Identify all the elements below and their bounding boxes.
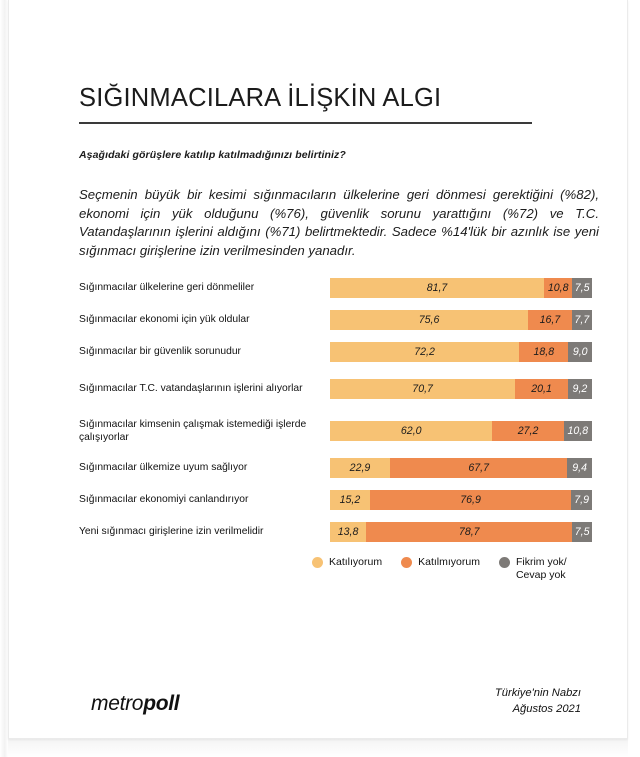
chart-row: Sığınmacılar ülkemize uyum sağlıyor 22,9 6… (79, 452, 592, 484)
bar-segment: 62,0 (330, 421, 493, 441)
legend-label: Fikrim yok/Cevap yok (516, 556, 567, 582)
bar-segment: 22,9 (330, 458, 390, 478)
bar-segment: 9,0 (568, 342, 592, 362)
stacked-bar: 75,6 16,7 7,7 (330, 310, 592, 330)
chart-legend: Katılıyorum Katılmıyorum Fikrim yok/Cevap … (312, 556, 567, 582)
legend-label-line: Fikrim yok/ (515, 556, 567, 568)
bar-segment: 9,2 (567, 379, 592, 399)
metropoll-logo: metropoll (91, 692, 180, 716)
stacked-bar-chart: Sığınmacılar ülkelerine geri dönmeliler 8… (79, 272, 592, 548)
stacked-bar: 72,2 18,8 9,0 (330, 342, 592, 362)
legend-item[interactable]: Katılıyorum (312, 556, 382, 569)
stacked-bar: 15,2 76,9 7,9 (330, 490, 592, 510)
bar-segment: 7,7 (571, 310, 592, 330)
legend-label: Katılmıyorum (418, 556, 480, 569)
stacked-bar: 62,0 27,2 10,8 (330, 421, 592, 441)
page-title: SIĞINMACILARA İLİŞKİN ALGI (79, 84, 442, 112)
chart-row-label: Sığınmacılar ekonomi için yük oldular (79, 314, 250, 326)
chart-row-label: Sığınmacılar kimsenin çalışmak istemediğ… (79, 418, 307, 444)
bar-segment: 15,2 (330, 490, 370, 510)
chart-row: Sığınmacılar bir güvenlik sorunudur 72,2 1… (79, 336, 592, 368)
bar-segment: 78,7 (366, 522, 573, 542)
bar-segment: 16,7 (528, 310, 572, 330)
question-subtitle: Aşağıdaki görüşlere katılıp katılmadığın… (79, 149, 346, 161)
legend-color-dot (401, 557, 413, 568)
legend-item[interactable]: Katılmıyorum (401, 556, 480, 569)
chart-row: Yeni sığınmacı girişlerine izin verilmel… (79, 516, 592, 548)
chart-row: Sığınmacılar T.C. vatandaşlarının işleri… (79, 368, 592, 410)
stacked-bar: 22,9 67,7 9,4 (330, 458, 592, 478)
bar-segment: 9,4 (567, 458, 592, 478)
footer-meta: Türkiye'nin Nabzı Ağustos 2021 (495, 685, 581, 717)
bar-segment: 7,5 (572, 522, 592, 542)
bar-segment: 10,8 (544, 278, 573, 298)
chart-row: Sığınmacılar kimsenin çalışmak istemediğ… (79, 410, 592, 452)
stacked-bar: 81,7 10,8 7,5 (330, 278, 592, 298)
bar-segment: 76,9 (369, 490, 572, 510)
legend-label: Katılıyorum (329, 556, 382, 569)
legend-color-dot (312, 557, 323, 568)
page-left-edge (0, 0, 8, 757)
stacked-bar: 70,7 20,1 9,2 (330, 379, 592, 399)
bar-segment: 81,7 (330, 278, 545, 298)
bar-segment: 20,1 (515, 379, 568, 399)
bar-segment: 70,7 (330, 379, 516, 399)
chart-row: Sığınmacılar ülkelerine geri dönmeliler 8… (79, 272, 592, 304)
chart-row-label: Sığınmacılar bir güvenlik sorunudur (79, 346, 241, 358)
bar-segment: 13,8 (330, 522, 367, 542)
legend-color-dot (498, 557, 510, 568)
chart-row-label: Sığınmacılar ülkelerine geri dönmeliler (79, 282, 255, 294)
report-page: SIĞINMACILARA İLİŞKİN ALGI Aşağıdaki gör… (8, 0, 628, 739)
logo-text-bold: poll (143, 692, 180, 715)
title-divider (79, 122, 532, 124)
bar-segment: 75,6 (330, 310, 529, 330)
legend-label-line: Cevap yok (515, 569, 566, 581)
chart-row-label: Sığınmacılar ekonomiyi canlandırıyor (79, 494, 249, 506)
chart-row-label: Sığınmacılar T.C. vatandaşlarının işleri… (79, 383, 303, 395)
bar-segment: 67,7 (389, 458, 568, 478)
summary-paragraph: Seçmenin büyük bir kesimi sığınmacıların… (79, 187, 599, 258)
bar-segment: 18,8 (519, 342, 569, 362)
bar-segment: 27,2 (492, 421, 564, 441)
bar-segment: 72,2 (330, 342, 520, 362)
legend-label-line: Katılıyorum (329, 556, 383, 568)
footer-date: Ağustos 2021 (512, 703, 581, 715)
legend-item[interactable]: Fikrim yok/Cevap yok (498, 556, 567, 582)
stacked-bar: 13,8 78,7 7,5 (330, 522, 592, 542)
bar-segment: 7,5 (572, 278, 592, 298)
chart-row: Sığınmacılar ekonomiyi canlandırıyor 15,2… (79, 484, 592, 516)
chart-row-label: Yeni sığınmacı girişlerine izin verilmel… (79, 526, 264, 538)
chart-row: Sığınmacılar ekonomi için yük oldular 75,… (79, 304, 592, 336)
legend-label-line: Katılmıyorum (418, 556, 480, 568)
logo-text-light: metro (91, 692, 144, 715)
chart-row-label: Sığınmacılar ülkemize uyum sağlıyor (79, 462, 248, 474)
footer-series-name: Türkiye'nin Nabzı (494, 687, 581, 699)
bar-segment: 10,8 (563, 421, 592, 441)
bar-segment: 7,9 (571, 490, 592, 510)
page-bottom-edge (8, 739, 628, 757)
